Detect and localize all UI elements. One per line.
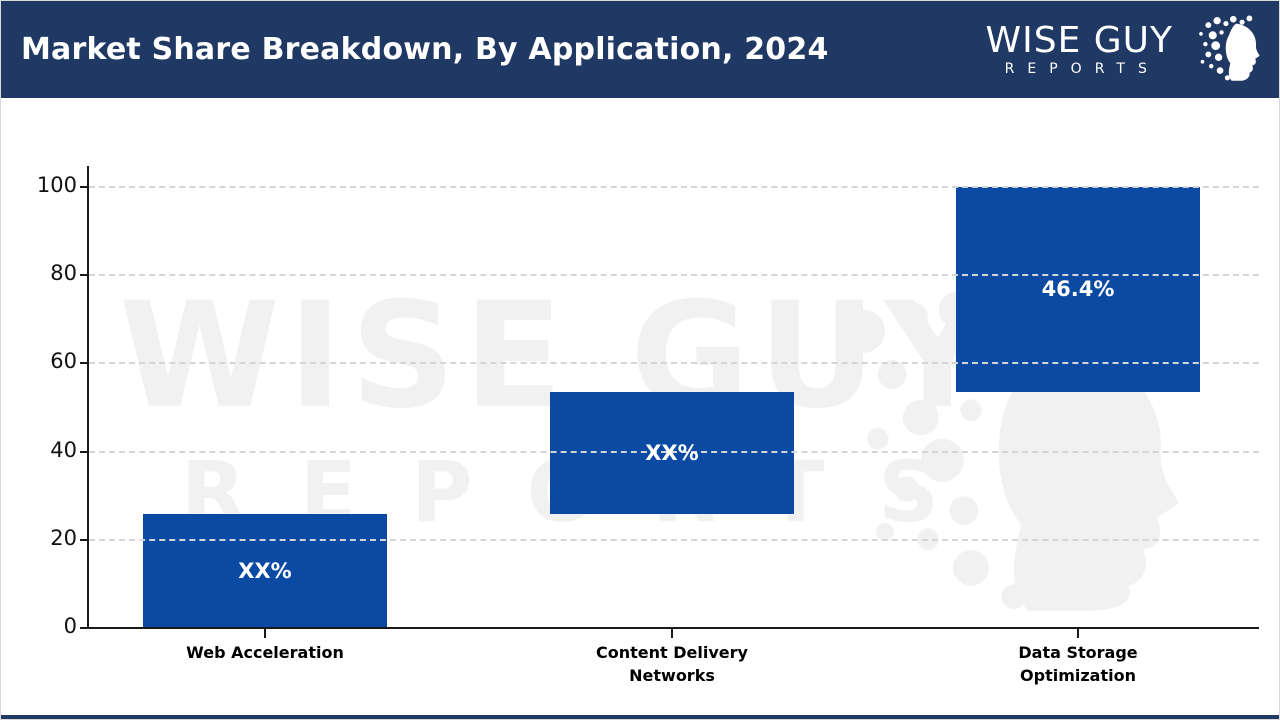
y-tick-label-80: 80 bbox=[50, 261, 77, 286]
chart-title: Market Share Breakdown, By Application, … bbox=[21, 32, 829, 67]
logo-face-icon bbox=[1199, 15, 1260, 81]
gridline-20 bbox=[89, 538, 1259, 541]
bar-value-label-3: 46.4% bbox=[1041, 277, 1115, 302]
bar-1 bbox=[143, 514, 387, 628]
y-tick-label-0: 0 bbox=[63, 614, 77, 638]
x-category-label-line: Optimization bbox=[1020, 666, 1136, 686]
y-tick-label-20: 20 bbox=[50, 525, 77, 550]
y-tick-mark-100 bbox=[80, 186, 89, 188]
y-tick-mark-0 bbox=[80, 627, 89, 629]
y-tick-mark-80 bbox=[80, 274, 89, 277]
x-category-label-line: Data Storage bbox=[1018, 643, 1138, 662]
x-tick-mark-3 bbox=[1077, 629, 1079, 638]
gridline-100 bbox=[89, 186, 1259, 188]
y-tick-label-100: 100 bbox=[36, 173, 77, 197]
x-axis-line bbox=[87, 627, 1259, 629]
footer-accent-bar bbox=[1, 715, 1279, 719]
y-tick-mark-40 bbox=[80, 450, 89, 453]
gridline-80 bbox=[89, 274, 1259, 277]
x-category-label-2: Content Delivery Networks bbox=[512, 641, 832, 687]
logo-text: WISE GUY REPORTS bbox=[985, 19, 1174, 78]
header-banner: Market Share Breakdown, By Application, … bbox=[1, 1, 1279, 98]
x-tick-mark-1 bbox=[264, 629, 266, 638]
x-tick-mark-2 bbox=[671, 629, 673, 638]
y-tick-label-60: 60 bbox=[50, 349, 77, 374]
bar-2 bbox=[550, 391, 794, 515]
y-tick-label-40: 40 bbox=[50, 437, 77, 462]
x-category-label-line: Content Delivery bbox=[596, 643, 748, 662]
logo-wiseguy-label: WISE GUY bbox=[985, 19, 1173, 61]
x-category-label-line: Web Acceleration bbox=[186, 643, 344, 662]
gridline-60 bbox=[89, 362, 1259, 365]
wiseguy-reports-logo: WISE GUY REPORTS bbox=[986, 11, 1268, 89]
y-axis-line bbox=[87, 166, 89, 629]
x-category-label-3: Data Storage Optimization bbox=[918, 641, 1238, 687]
logo-reports-label: REPORTS bbox=[1004, 61, 1160, 78]
bar-3 bbox=[956, 187, 1200, 392]
bar-value-label-2: XX% bbox=[645, 440, 699, 465]
x-category-label-line: Networks bbox=[629, 666, 715, 686]
y-tick-mark-60 bbox=[80, 362, 89, 365]
x-category-label-1: Web Acceleration bbox=[105, 641, 425, 664]
bar-value-label-1: XX% bbox=[238, 559, 292, 584]
y-tick-mark-20 bbox=[80, 538, 89, 541]
gridline-40 bbox=[89, 450, 1259, 453]
